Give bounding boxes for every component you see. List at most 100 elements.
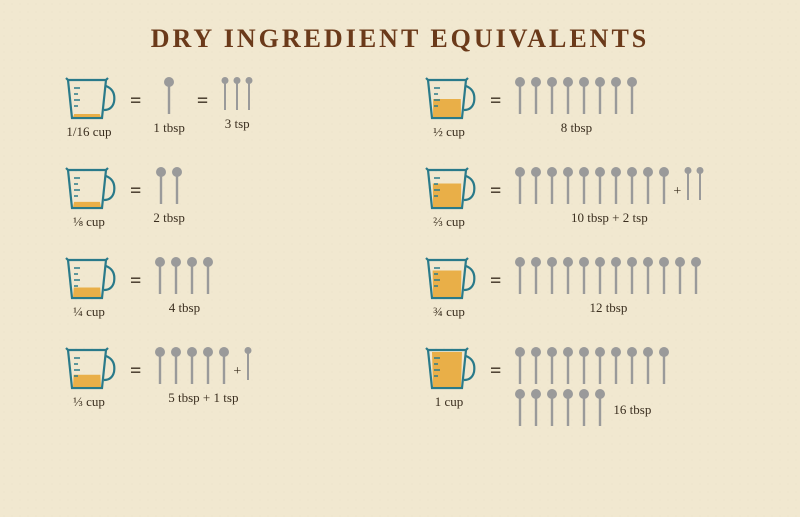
tbsp-icon bbox=[153, 256, 167, 296]
tbsp-icon bbox=[561, 388, 575, 428]
equivalent-row: 1 cup = bbox=[420, 346, 760, 428]
tbsp-icon bbox=[513, 388, 527, 428]
cup-unit: ⅛ cup bbox=[60, 166, 118, 230]
tbsp-icon bbox=[657, 256, 671, 296]
tbsp-icon bbox=[593, 76, 607, 116]
spoon-group bbox=[513, 256, 703, 296]
spoon-label: 3 tsp bbox=[225, 116, 250, 132]
tbsp-unit: + 5 tbsp + 1 tsp bbox=[153, 346, 253, 406]
tbsp-icon bbox=[625, 256, 639, 296]
cup-unit: ¾ cup bbox=[420, 256, 478, 320]
tbsp-unit: 4 tbsp bbox=[153, 256, 215, 316]
spoon-group bbox=[154, 166, 184, 206]
measuring-cup-icon bbox=[422, 166, 476, 210]
tbsp-icon bbox=[625, 346, 639, 386]
tbsp-icon bbox=[545, 346, 559, 386]
equivalent-row: ¼ cup = 4 tbsp bbox=[60, 256, 420, 320]
cup-label: ¾ cup bbox=[433, 304, 465, 320]
tbsp-icon bbox=[657, 346, 671, 386]
equivalent-row: ⅛ cup= 2 tbsp bbox=[60, 166, 420, 230]
equals-sign: = bbox=[130, 180, 141, 203]
tbsp-unit: + 10 tbsp + 2 tsp bbox=[513, 166, 705, 226]
spoon-label: 5 tbsp + 1 tsp bbox=[168, 390, 238, 406]
spoon-group: + bbox=[513, 166, 705, 206]
tsp-icon bbox=[243, 346, 253, 386]
plus-sign: + bbox=[233, 364, 241, 386]
page-title: DRY INGREDIENT EQUIVALENTS bbox=[0, 0, 800, 66]
tbsp-icon bbox=[545, 256, 559, 296]
measuring-cup-icon bbox=[62, 76, 116, 120]
cup-unit: ½ cup bbox=[420, 76, 478, 140]
tbsp-icon bbox=[561, 256, 575, 296]
tbsp-icon bbox=[201, 256, 215, 296]
tbsp-icon bbox=[529, 388, 543, 428]
tbsp-icon bbox=[153, 346, 167, 386]
tbsp-icon bbox=[162, 76, 176, 116]
spoon-label: 12 tbsp bbox=[589, 300, 627, 316]
tbsp-icon bbox=[154, 166, 168, 206]
measuring-cup-icon bbox=[422, 76, 476, 120]
tbsp-icon bbox=[561, 346, 575, 386]
spoon-group bbox=[153, 256, 215, 296]
tbsp-icon bbox=[577, 166, 591, 206]
tbsp-icon bbox=[185, 256, 199, 296]
plus-sign: + bbox=[673, 184, 681, 206]
tbsp-icon bbox=[657, 166, 671, 206]
equals-sign: = bbox=[130, 270, 141, 293]
equals-sign: = bbox=[490, 360, 501, 383]
tbsp-icon bbox=[513, 256, 527, 296]
tbsp-icon bbox=[169, 346, 183, 386]
spoon-label: 4 tbsp bbox=[169, 300, 200, 316]
tbsp-icon bbox=[641, 256, 655, 296]
tbsp-icon bbox=[545, 388, 559, 428]
cup-label: 1/16 cup bbox=[66, 124, 111, 140]
measuring-cup-icon bbox=[62, 166, 116, 210]
spoon-group bbox=[162, 76, 176, 116]
tbsp-unit: 8 tbsp bbox=[513, 76, 639, 136]
equals-sign: = bbox=[130, 90, 141, 113]
equivalent-row: ⅔ cup = + 10 tbsp + 2 tsp bbox=[420, 166, 760, 230]
tbsp-icon bbox=[201, 346, 215, 386]
spoon-label: 8 tbsp bbox=[561, 120, 592, 136]
tbsp-unit: 12 tbsp bbox=[513, 256, 703, 316]
tbsp-icon bbox=[561, 76, 575, 116]
equivalent-row: ¾ cup = 12 tbsp bbox=[420, 256, 760, 320]
cup-unit: ⅔ cup bbox=[420, 166, 478, 230]
tsp-icon bbox=[220, 76, 230, 112]
tbsp-unit: 16 tbsp bbox=[513, 346, 671, 428]
tbsp-icon bbox=[545, 166, 559, 206]
tsp-icon bbox=[244, 76, 254, 112]
tsp-icon bbox=[683, 166, 693, 206]
spoon-label: 16 tbsp bbox=[613, 402, 651, 418]
tbsp-icon bbox=[529, 76, 543, 116]
tbsp-icon bbox=[673, 256, 687, 296]
tbsp-icon bbox=[577, 76, 591, 116]
tbsp-icon bbox=[561, 166, 575, 206]
tbsp-icon bbox=[577, 256, 591, 296]
cup-unit: 1/16 cup bbox=[60, 76, 118, 140]
spoon-label: 10 tbsp + 2 tsp bbox=[571, 210, 648, 226]
tbsp-icon bbox=[593, 346, 607, 386]
tbsp-icon bbox=[625, 76, 639, 116]
cup-label: 1 cup bbox=[435, 394, 464, 410]
measuring-cup-icon bbox=[62, 256, 116, 300]
measuring-cup-icon bbox=[422, 256, 476, 300]
tbsp-icon bbox=[577, 346, 591, 386]
tbsp-icon bbox=[529, 166, 543, 206]
tbsp-icon bbox=[609, 256, 623, 296]
equivalent-row: 1/16 cup= 1 tbsp= 3 tsp bbox=[60, 76, 420, 140]
tbsp-icon bbox=[513, 166, 527, 206]
equivalents-grid: 1/16 cup= 1 tbsp= 3 tsp ⅛ cup= 2 tbsp bbox=[0, 66, 800, 428]
tbsp-icon bbox=[513, 76, 527, 116]
equals-sign: = bbox=[490, 270, 501, 293]
equals-sign: = bbox=[197, 90, 208, 113]
equals-sign: = bbox=[490, 180, 501, 203]
tbsp-icon bbox=[529, 256, 543, 296]
tbsp-icon bbox=[625, 166, 639, 206]
equivalent-row: ½ cup= 8 tbsp bbox=[420, 76, 760, 140]
spoon-group bbox=[220, 76, 254, 112]
tbsp-icon bbox=[170, 166, 184, 206]
cup-label: ¼ cup bbox=[73, 304, 105, 320]
column-left: 1/16 cup= 1 tbsp= 3 tsp ⅛ cup= 2 tbsp bbox=[60, 76, 420, 428]
tbsp-icon bbox=[513, 346, 527, 386]
